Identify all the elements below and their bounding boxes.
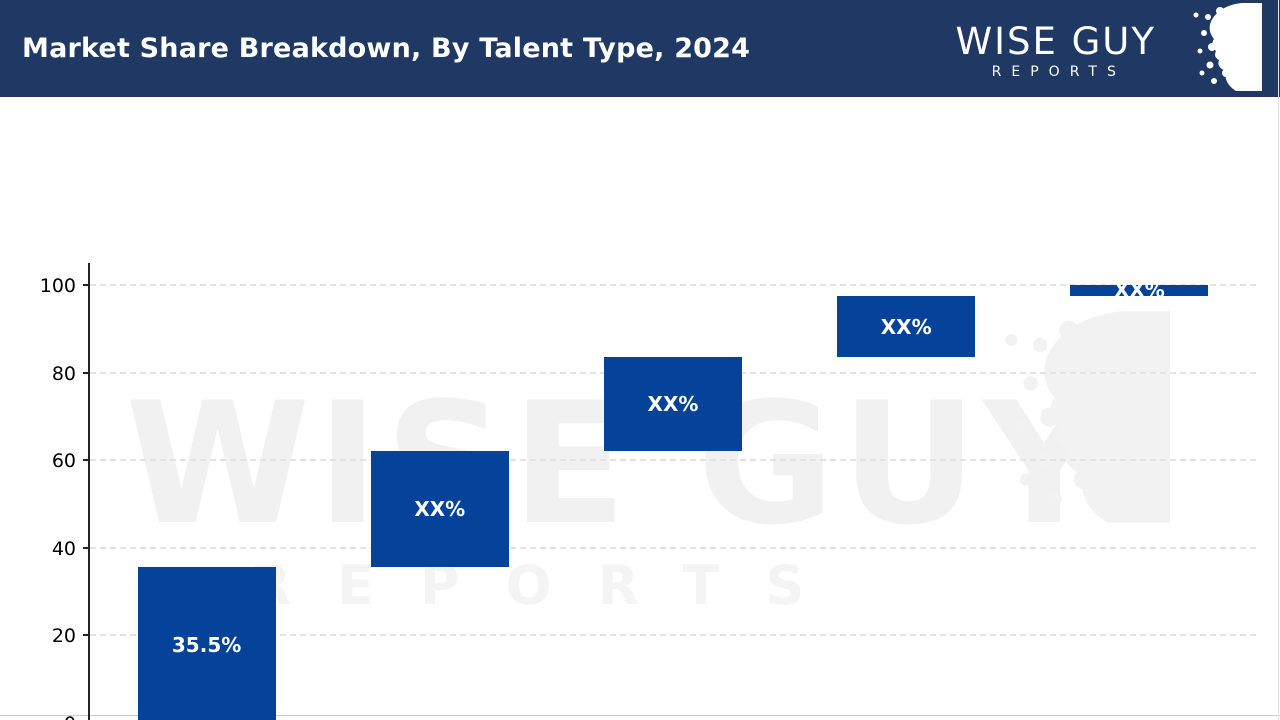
gridline-60 bbox=[90, 459, 1256, 462]
bar-value-label-comedians: XX% bbox=[1113, 278, 1165, 303]
right-border-line bbox=[1278, 0, 1279, 720]
logo-subtitle: REPORTS bbox=[991, 63, 1126, 80]
gridline-100 bbox=[90, 283, 1256, 286]
chart-area: WISE GUY REPORTS 02040608010035.5%Actors… bbox=[0, 97, 1280, 720]
y-tick-60 bbox=[83, 459, 90, 462]
y-tick-label-80: 80 bbox=[51, 362, 76, 385]
bar-influencers: XX% bbox=[837, 295, 976, 358]
bar-value-label-musicians: XX% bbox=[414, 497, 466, 522]
logo-wordmark: WISE GUY bbox=[955, 19, 1156, 63]
gridline-20 bbox=[90, 634, 1256, 637]
bar-athletes: XX% bbox=[604, 357, 742, 452]
plot-area: 02040608010035.5%ActorsXX%MusiciansXX%At… bbox=[40, 263, 1256, 720]
header-bar: Market Share Breakdown, By Talent Type, … bbox=[0, 0, 1280, 97]
y-tick-label-100: 100 bbox=[39, 274, 76, 297]
wise-guy-reports-logo: WISE GUY REPORTS bbox=[956, 2, 1262, 95]
bar-actors: 35.5% bbox=[137, 567, 276, 720]
y-tick-100 bbox=[83, 283, 90, 286]
bar-musicians: XX% bbox=[370, 451, 509, 568]
y-tick-label-0: 0 bbox=[16, 713, 76, 720]
y-tick-20 bbox=[83, 634, 90, 637]
y-tick-label-40: 40 bbox=[51, 537, 76, 560]
bar-comedians: XX% bbox=[1070, 278, 1209, 302]
bottom-border-line bbox=[0, 715, 1280, 716]
y-tick-label-20: 20 bbox=[51, 625, 76, 648]
y-tick-40 bbox=[83, 546, 90, 549]
y-tick-label-60: 60 bbox=[51, 450, 76, 473]
gridline-40 bbox=[90, 546, 1256, 549]
y-tick-80 bbox=[83, 371, 90, 374]
bar-value-label-actors: 35.5% bbox=[171, 633, 242, 658]
page-title: Market Share Breakdown, By Talent Type, … bbox=[22, 33, 751, 64]
head-profile-dots-icon bbox=[1158, 2, 1262, 95]
logo-text: WISE GUY REPORTS bbox=[956, 23, 1156, 79]
bar-value-label-influencers: XX% bbox=[880, 314, 932, 339]
bar-value-label-athletes: XX% bbox=[647, 392, 699, 417]
